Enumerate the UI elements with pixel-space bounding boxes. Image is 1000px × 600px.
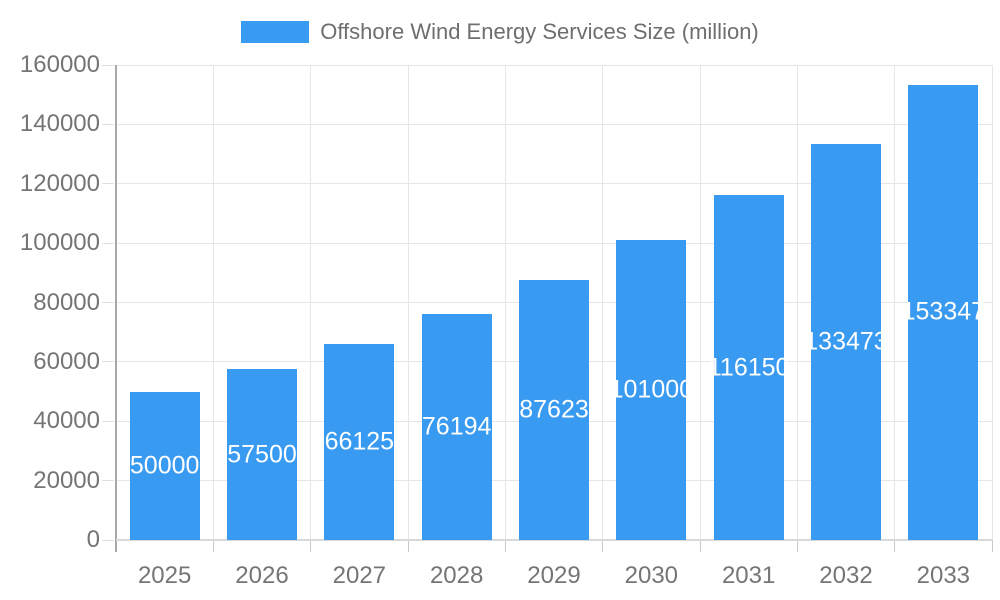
y-axis-line <box>115 65 117 552</box>
y-axis-tick-label: 160000 <box>19 51 100 78</box>
legend-swatch <box>241 21 310 43</box>
bar[interactable] <box>519 279 589 540</box>
x-gridline <box>602 65 604 540</box>
x-gridline <box>796 65 798 540</box>
bar[interactable] <box>324 343 395 540</box>
x-axis-tick-label: 2032 <box>819 562 873 589</box>
x-gridline <box>991 65 993 540</box>
bar-value-label: 57500 <box>227 440 297 469</box>
x-axis-tick-label: 2033 <box>916 562 971 589</box>
x-tick-mark <box>796 540 798 552</box>
x-axis-tick-label: 2029 <box>527 562 581 589</box>
legend[interactable]: Offshore Wind Energy Services Size (mill… <box>0 14 1000 50</box>
y-gridline <box>116 183 992 185</box>
y-axis-tick-label: 100000 <box>19 229 100 257</box>
y-gridline <box>116 64 992 66</box>
y-tick-mark <box>102 302 114 303</box>
x-axis-tick-label: 2026 <box>235 562 289 589</box>
y-tick-mark <box>102 64 114 66</box>
bar[interactable] <box>129 391 200 540</box>
y-tick-mark <box>102 361 114 363</box>
x-gridline <box>310 65 312 540</box>
bar[interactable] <box>908 84 979 540</box>
y-axis-tick-label: 140000 <box>19 110 100 138</box>
y-axis-tick-label: 120000 <box>19 169 100 197</box>
x-gridline <box>699 65 701 540</box>
x-axis-line <box>116 539 992 541</box>
y-axis-tick-label: 80000 <box>33 288 100 316</box>
x-tick-mark <box>699 540 701 552</box>
y-tick-mark <box>102 539 114 541</box>
y-tick-mark <box>102 420 114 422</box>
x-tick-mark <box>991 540 993 552</box>
y-axis-tick-label: 60000 <box>33 347 100 375</box>
y-axis-tick-label: 0 <box>86 526 100 553</box>
bar-value-label: 66125 <box>324 427 395 456</box>
x-gridline <box>212 65 214 540</box>
x-tick-mark <box>504 540 506 552</box>
bar-value-label: 153347 <box>901 297 986 326</box>
x-tick-mark <box>212 540 214 552</box>
x-gridline <box>407 65 409 540</box>
x-axis-tick-label: 2030 <box>624 562 679 589</box>
x-axis-tick-label: 2028 <box>429 562 484 589</box>
legend-label: Offshore Wind Energy Services Size (mill… <box>320 19 759 44</box>
y-tick-mark <box>102 242 114 244</box>
bar[interactable] <box>616 240 687 540</box>
bar-value-label: 87623 <box>519 395 589 424</box>
bar-value-label: 76194 <box>421 412 492 441</box>
x-gridline <box>504 65 506 540</box>
y-axis-tick-label: 40000 <box>33 407 100 435</box>
bar-value-label: 116150 <box>707 353 790 382</box>
x-axis-tick-label: 2031 <box>721 562 776 589</box>
bar[interactable] <box>227 369 297 540</box>
bar[interactable] <box>713 195 784 540</box>
x-tick-mark <box>602 540 604 552</box>
y-gridline <box>116 123 992 125</box>
bar-value-label: 133473 <box>804 327 888 356</box>
y-tick-mark <box>102 480 114 482</box>
bar[interactable] <box>421 313 492 540</box>
y-tick-mark <box>102 183 114 185</box>
bar-value-label: 50000 <box>129 451 200 480</box>
y-tick-mark <box>102 123 114 125</box>
x-tick-mark <box>407 540 409 552</box>
x-tick-mark <box>310 540 312 552</box>
x-tick-mark <box>894 540 896 552</box>
bar[interactable] <box>811 143 881 540</box>
bar-value-label: 101000 <box>609 375 694 404</box>
y-axis-tick-label: 20000 <box>33 466 100 494</box>
x-axis-tick-label: 2027 <box>332 562 387 589</box>
y-gridline <box>116 242 992 244</box>
x-gridline <box>894 65 896 540</box>
x-axis-tick-label: 2025 <box>137 562 192 589</box>
